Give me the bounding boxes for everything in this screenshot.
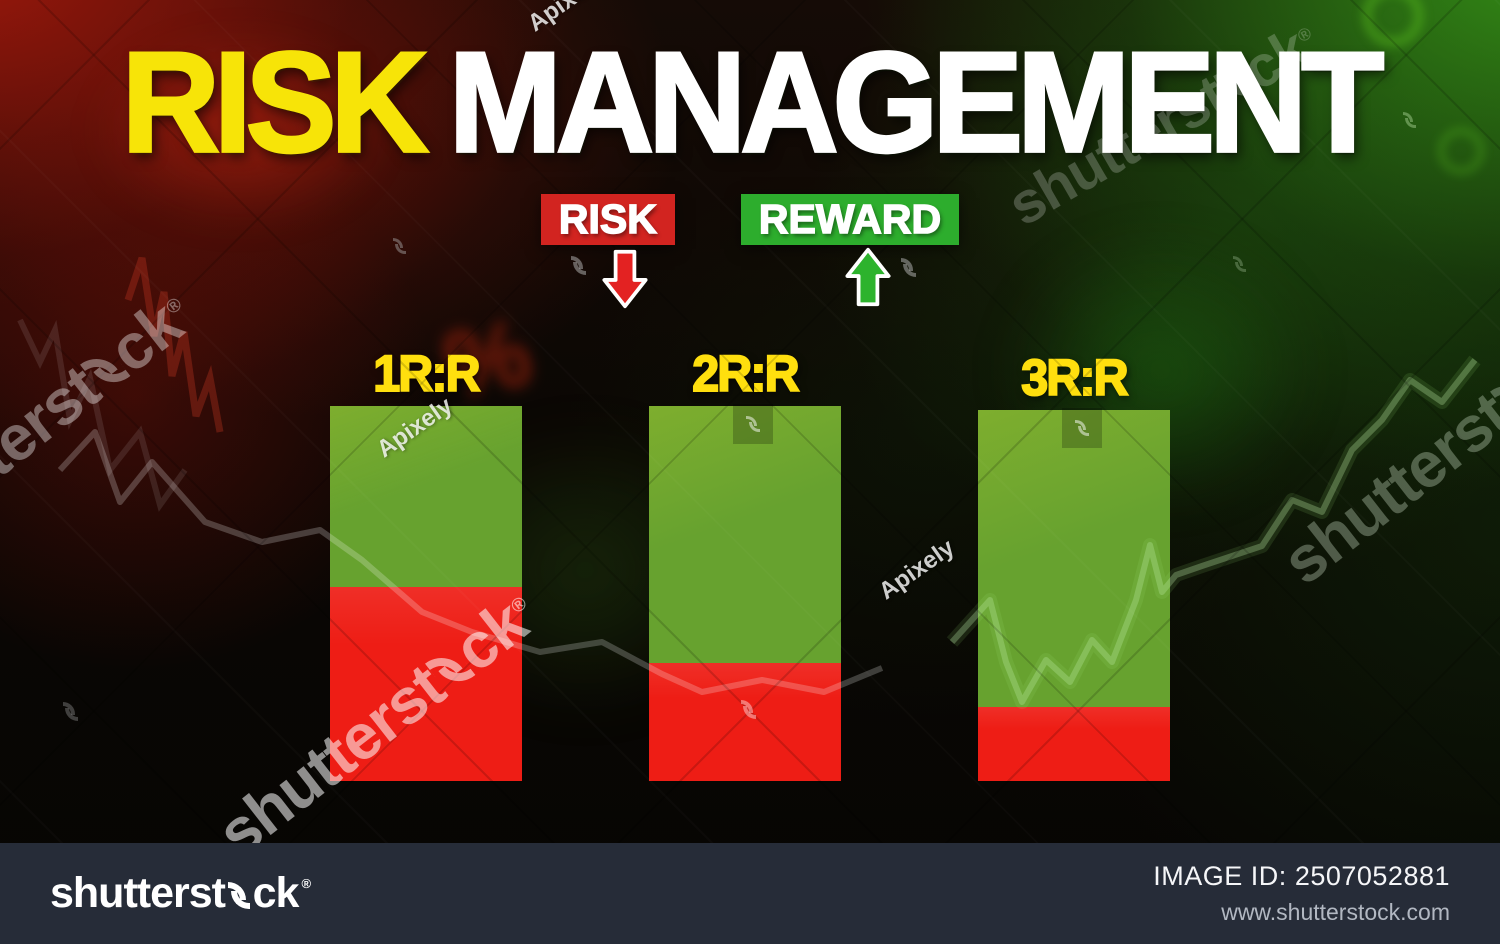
shutterstock-mark-icon xyxy=(746,415,760,433)
bar-label-1rr: 1R:R xyxy=(372,344,481,403)
website-url: www.shutterstock.com xyxy=(1221,899,1450,925)
ratio-bar-2rr: 2R:R xyxy=(649,344,841,781)
blurred-ring-decoration xyxy=(1438,128,1484,174)
reward-segment xyxy=(978,410,1170,707)
footer-meta: IMAGE ID: 2507052881 www.shutterstock.co… xyxy=(1153,861,1450,926)
shutterstock-mark-icon xyxy=(570,256,587,275)
risk-badge: RISK xyxy=(540,194,675,246)
shutterstock-mark-box xyxy=(733,404,773,444)
image-id: IMAGE ID: 2507052881 xyxy=(1153,861,1450,891)
shutterstock-mark-icon xyxy=(740,700,757,719)
bar-label-2rr: 2R:R xyxy=(691,344,800,403)
shutterstock-mark-icon xyxy=(1402,112,1417,129)
shutterstock-mark-icon xyxy=(1075,419,1089,437)
shutterstock-mark-icon xyxy=(62,702,79,721)
risk-down-arrow-icon xyxy=(602,249,648,309)
title-risk-word: RISK xyxy=(120,22,430,182)
shutterstock-footer-bar: shutterst ck ® IMAGE ID: 2507052881 www.sh… xyxy=(0,843,1500,944)
shutterstock-mark-box xyxy=(1062,408,1102,448)
reward-badge: REWARD xyxy=(740,194,960,246)
blurred-ring-decoration xyxy=(1363,0,1423,46)
ratio-bar-3rr: 3R:R xyxy=(978,348,1170,781)
risk-segment xyxy=(330,587,522,781)
reward-up-arrow-icon xyxy=(845,247,891,307)
shutterstock-logo-o-icon xyxy=(227,882,251,909)
ratio-bar-1rr: 1R:R xyxy=(330,344,522,781)
risk-segment xyxy=(978,706,1170,781)
shutterstock-mark-icon xyxy=(392,238,407,255)
legend: RISK REWARD xyxy=(0,194,1500,246)
reward-segment xyxy=(330,406,522,588)
shutterstock-logo: shutterst ck ® xyxy=(50,869,311,917)
bar-label-3rr: 3R:R xyxy=(1020,348,1129,407)
shutterstock-mark-icon xyxy=(1232,256,1247,273)
risk-segment xyxy=(649,662,841,781)
reward-segment xyxy=(649,406,841,663)
shutterstock-mark-icon xyxy=(900,258,917,277)
